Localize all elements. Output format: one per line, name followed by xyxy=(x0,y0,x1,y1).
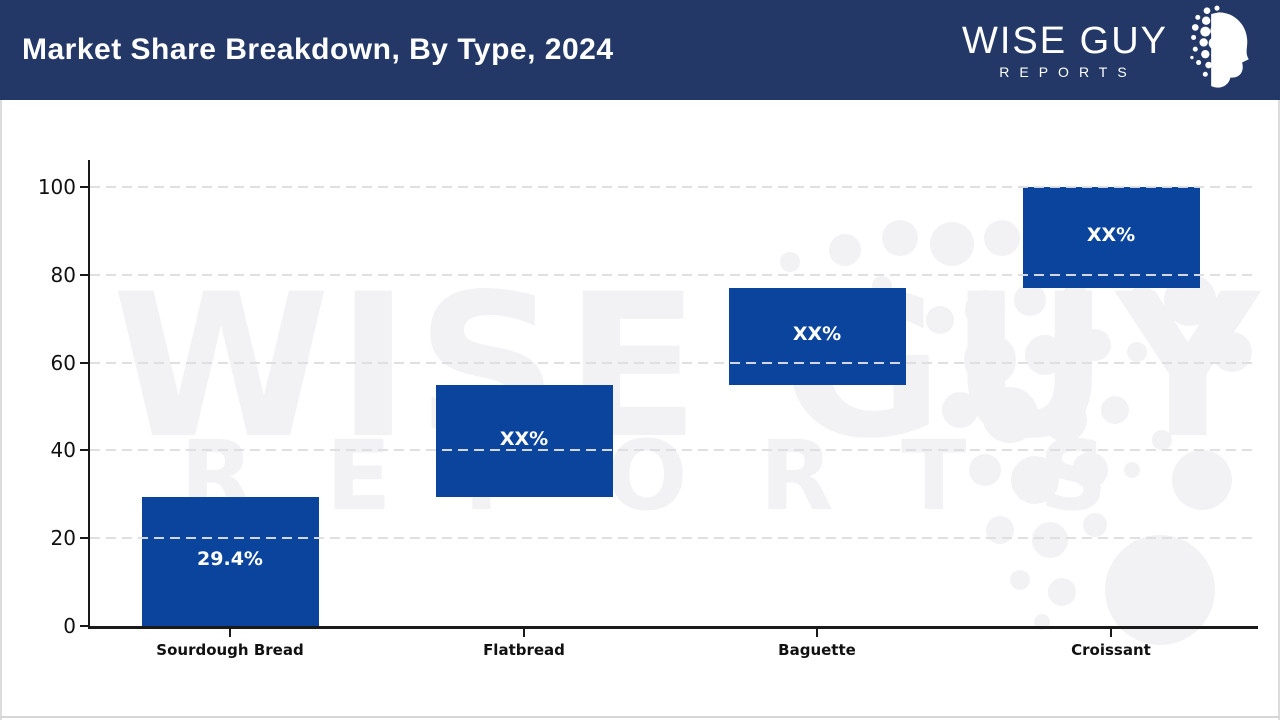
y-tick-mark-20 xyxy=(80,537,88,540)
watermark-dot xyxy=(780,252,800,272)
bar-value-label: 29.4% xyxy=(197,548,263,571)
gridline-y-20 xyxy=(90,537,1256,540)
watermark-dot xyxy=(930,222,974,266)
watermark-dot xyxy=(982,387,1038,443)
x-tick-mark-1 xyxy=(523,629,525,637)
x-tick-mark-0 xyxy=(229,629,231,637)
bar-value-label: XX% xyxy=(1086,224,1136,247)
watermark-dot xyxy=(1032,522,1068,558)
y-axis-line xyxy=(88,160,90,628)
watermark-dot xyxy=(1128,286,1156,314)
watermark-dot xyxy=(984,220,1020,256)
watermark-dot xyxy=(1010,570,1030,590)
gridline-y-60 xyxy=(90,361,1256,364)
watermark-dot xyxy=(1014,284,1046,316)
y-tick-label-20: 20 xyxy=(50,526,76,551)
gridline-y-100 xyxy=(90,186,1256,188)
watermark-dot xyxy=(882,220,918,256)
page-title: Market Share Breakdown, By Type, 2024 xyxy=(22,33,614,66)
watermark-dot xyxy=(1025,335,1065,375)
y-tick-mark-100 xyxy=(80,186,88,188)
bar-flatbread: XX% xyxy=(435,384,613,497)
watermark-dot xyxy=(1079,329,1111,361)
x-axis-line xyxy=(88,626,1258,629)
brand-logo: WISE GUY REPORTS xyxy=(962,4,1254,96)
watermark-dot xyxy=(1124,462,1140,478)
watermark-dot xyxy=(1152,430,1172,450)
watermark-dot xyxy=(942,392,978,428)
watermark-dot xyxy=(1127,342,1147,362)
watermark-dot xyxy=(969,454,1001,486)
watermark-dot xyxy=(965,290,1005,330)
y-tick-label-60: 60 xyxy=(50,350,76,375)
y-tick-mark-0 xyxy=(80,625,88,627)
watermark-dot xyxy=(1072,452,1108,488)
watermark-dot xyxy=(1172,450,1232,510)
x-tick-label-2: Baguette xyxy=(778,641,856,659)
x-tick-label-1: Flatbread xyxy=(483,641,565,659)
brand-logo-text: WISE GUY REPORTS xyxy=(962,22,1168,79)
header-bar: Market Share Breakdown, By Type, 2024 WI… xyxy=(0,0,1280,100)
bar-croissant: XX% xyxy=(1022,187,1200,288)
x-tick-label-3: Croissant xyxy=(1071,641,1151,659)
bar-baguette: XX% xyxy=(728,287,906,385)
y-tick-label-80: 80 xyxy=(50,262,76,287)
bar-value-label: XX% xyxy=(792,323,842,346)
watermark-dot xyxy=(1043,398,1087,442)
brand-name: WISE GUY xyxy=(961,19,1168,62)
watermark-dot xyxy=(964,334,1016,386)
x-tick-label-0: Sourdough Bread xyxy=(156,641,304,659)
watermark-dot xyxy=(1101,396,1129,424)
y-tick-label-0: 0 xyxy=(63,614,76,638)
y-tick-label-100: 100 xyxy=(37,175,76,199)
brand-subname: REPORTS xyxy=(999,63,1137,80)
y-tick-mark-40 xyxy=(80,449,88,452)
watermark-dot xyxy=(1212,332,1252,372)
gridline-y-40 xyxy=(90,449,1256,452)
bar-sourdough-bread: 29.4% xyxy=(141,496,319,626)
gridline-y-80 xyxy=(90,273,1256,276)
page-border-right xyxy=(1278,100,1280,720)
y-tick-mark-60 xyxy=(80,361,88,364)
bar-value-label: XX% xyxy=(499,427,549,450)
watermark-dot xyxy=(829,234,861,266)
watermark-dot xyxy=(926,306,954,334)
page-border-left xyxy=(0,100,2,720)
watermark-dot xyxy=(1048,578,1076,606)
watermark-dot xyxy=(1011,456,1059,504)
watermark-reports-text: REPORTS xyxy=(180,420,1180,532)
y-tick-mark-80 xyxy=(80,273,88,276)
face-dots-icon xyxy=(1190,5,1249,88)
watermark-dot xyxy=(986,516,1014,544)
y-tick-label-40: 40 xyxy=(50,438,76,463)
x-tick-mark-3 xyxy=(1110,629,1112,637)
page-border-bottom xyxy=(0,716,1280,718)
x-tick-mark-2 xyxy=(816,629,818,637)
watermark-dot xyxy=(1083,513,1107,537)
